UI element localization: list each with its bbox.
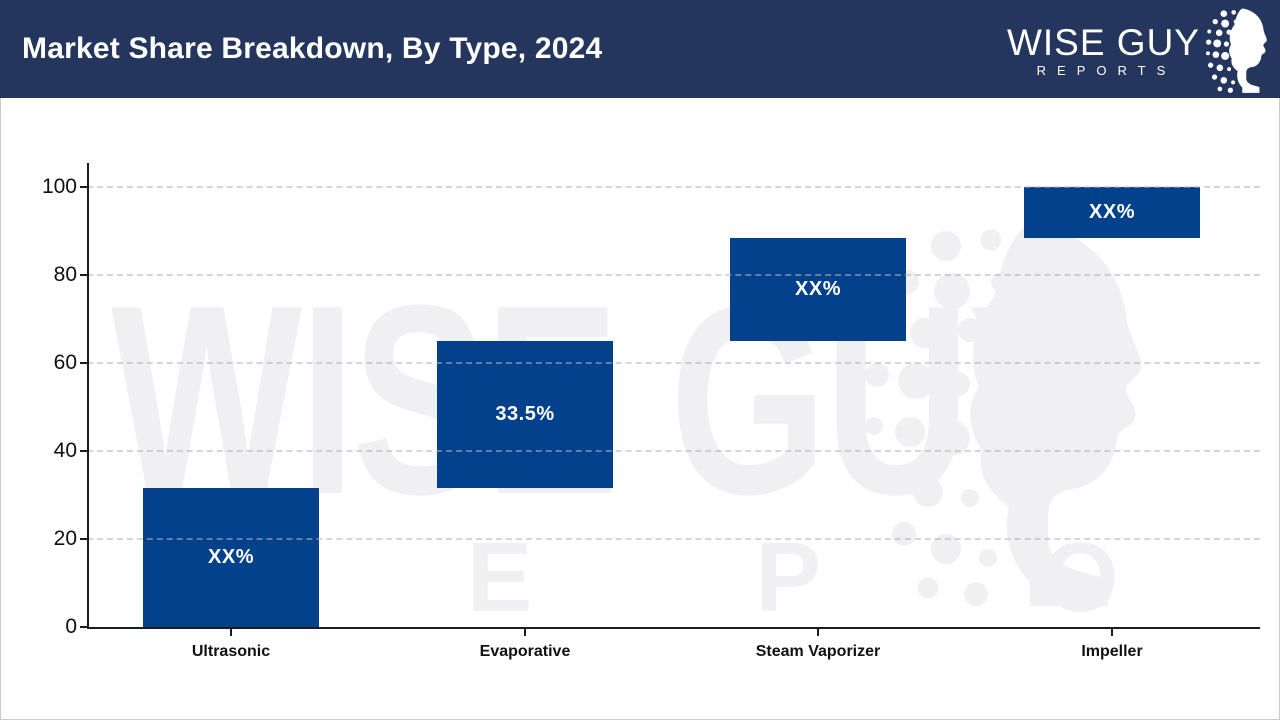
- x-category-label: Evaporative: [479, 643, 571, 660]
- y-tick-mark: [80, 362, 88, 364]
- wiseguy-logo: WISE GUY REPORTS: [1007, 6, 1270, 94]
- bar: XX%: [1024, 187, 1200, 238]
- y-tick-mark: [80, 274, 88, 276]
- x-category-label: Impeller: [1081, 643, 1143, 660]
- logo-wordmark-line1: WISE GUY: [1006, 21, 1200, 63]
- x-category-label: Steam Vaporizer: [755, 643, 881, 660]
- y-tick-mark: [80, 186, 88, 188]
- logo-wordmark: WISE GUY REPORTS: [1006, 21, 1200, 79]
- y-tick-label: 60: [53, 351, 77, 374]
- bar-value-label: XX%: [795, 277, 841, 300]
- y-tick-label: 0: [65, 615, 77, 638]
- x-tick-mark: [1111, 629, 1113, 636]
- x-tick-mark: [817, 629, 819, 636]
- bar-value-label: XX%: [208, 546, 254, 569]
- bar: XX%: [730, 237, 906, 341]
- gridline: [87, 450, 1260, 452]
- bar-value-label: XX%: [1089, 200, 1135, 223]
- x-tick-mark: [230, 629, 232, 636]
- gridline: [87, 362, 1260, 364]
- x-axis: [87, 627, 1260, 629]
- wiseguy-head-icon: [1204, 7, 1270, 93]
- gridline: [87, 186, 1260, 188]
- y-axis: [87, 163, 89, 629]
- y-tick-label: 100: [41, 175, 77, 198]
- logo-wordmark-line2: REPORTS: [1036, 63, 1177, 79]
- bar: XX%: [143, 488, 319, 627]
- y-tick-label: 20: [53, 527, 77, 550]
- header: Market Share Breakdown, By Type, 2024 WI…: [0, 0, 1280, 98]
- bar: 33.5%: [437, 341, 613, 489]
- x-tick-mark: [524, 629, 526, 636]
- figure: WISE GUY R E P O R T S: [0, 98, 1280, 720]
- x-category-label: Ultrasonic: [191, 643, 271, 660]
- bar-value-label: 33.5%: [495, 403, 555, 426]
- y-tick-mark: [80, 450, 88, 452]
- gridline: [87, 274, 1260, 276]
- plot-area: 0 20 40 60 80 100 XX% 33.5% XX% XX% Ultrasonic Evap…: [1, 98, 1279, 719]
- y-tick-label: 40: [53, 439, 77, 462]
- page-title: Market Share Breakdown, By Type, 2024: [22, 32, 603, 65]
- y-tick-label: 80: [53, 263, 77, 286]
- y-tick-mark: [80, 626, 88, 628]
- gridline: [87, 538, 1260, 540]
- y-tick-mark: [80, 538, 88, 540]
